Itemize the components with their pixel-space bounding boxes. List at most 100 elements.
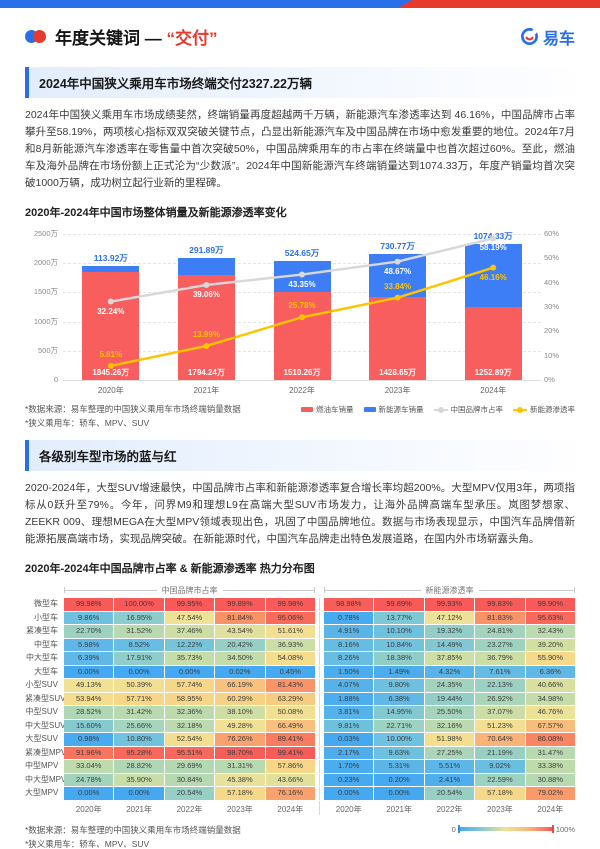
heatmap-group-divider (316, 733, 323, 746)
heatmap-note-line: *数据来源：易车整理的中国狭义乘用车市场终端销量数据 (25, 824, 241, 835)
nev-bar-segment (177, 258, 235, 276)
bracket-line (478, 587, 575, 593)
heatmap-color-scale: 0 100% (452, 825, 575, 834)
heatmap-cell: 12.22% (164, 638, 215, 651)
heatmap-footer: *数据来源：易车整理的中国狭义乘用车市场终端销量数据 *狭义乘用车：轿车、MPV… (25, 823, 575, 849)
heatmap-cell: 1.88% (324, 692, 374, 705)
chart-footer: *数据来源：易车整理的中国狭义乘用车市场终端销量数据 *狭义乘用车：轿车、MPV… (25, 402, 575, 430)
left-axis-tick: 1000万 (33, 316, 58, 326)
heatmap-cell: 0.00% (64, 665, 114, 678)
heatmap-cell: 10.80% (114, 733, 164, 746)
heatmap-cell: 1.70% (324, 760, 374, 773)
heatmap-cell: 0.00% (324, 787, 374, 800)
heatmap-cell: 25.50% (424, 706, 475, 719)
legend-item: 新能源车销量 (363, 404, 424, 415)
heatmap-cell: 99.83% (475, 598, 525, 611)
heatmap-cell: 99.89% (374, 598, 424, 611)
heatmap-cell: 58.95% (164, 692, 215, 705)
fuel-value-label: 1428.65万 (379, 368, 417, 377)
heatmap-cell: 0.03% (324, 733, 374, 746)
heatmap-cell: 37.85% (424, 652, 475, 665)
heatmap-cell: 24.35% (424, 679, 475, 692)
heatmap-cell: 0.00% (114, 665, 164, 678)
heatmap-title: 2020年-2024年中国品牌市占率 & 新能源渗透率 热力分布图 (25, 563, 315, 575)
brand-share-label: 39.06% (192, 289, 220, 299)
heatmap-group-divider (316, 611, 323, 625)
scale-min-label: 0 (451, 824, 456, 834)
heatmap-year-label: 2022年 (436, 804, 463, 814)
heatmap-cell: 10.84% (374, 638, 424, 651)
heatmap-cell: 31.47% (525, 746, 575, 759)
heatmap-cell: 55.90% (525, 652, 575, 665)
gridline (63, 380, 541, 381)
heatmap-cell: 99.90% (525, 598, 575, 611)
legend-label: 燃油车销量 (316, 405, 354, 414)
heatmap-group-divider (316, 692, 323, 706)
heatmap-header: 中国品牌市占率 新能源渗透率 (25, 584, 575, 596)
heatmap-cell: 37.46% (164, 625, 215, 638)
legend-label: 中国品牌市占率 (450, 405, 504, 414)
yiche-logo[interactable]: 易车 (520, 25, 575, 49)
chart-legend: 燃油车销量 新能源车销量 中国品牌市占率 新能源渗透率 (301, 404, 575, 415)
heatmap-row-label: 中型车 (34, 639, 58, 649)
gridline (63, 234, 541, 235)
heatmap-cell: 89.41% (265, 733, 315, 746)
section2-title-bar: 各级别车型市场的蓝与红 (25, 440, 575, 471)
heatmap-cell: 14.95% (374, 706, 424, 719)
header-dots (25, 30, 46, 43)
heatmap-cell: 47.12% (424, 611, 475, 624)
heatmap-cell: 23.27% (475, 638, 525, 651)
chart-title: 2020年-2024年中国市场整体销量及新能源渗透率变化 (25, 207, 287, 219)
heatmap-group-divider (316, 706, 323, 719)
brand-share-label: 43.35% (288, 279, 316, 289)
heatmap-group-label: 中国品牌市占率 (161, 585, 218, 595)
heatmap-group-divider (316, 625, 323, 638)
heatmap-cell: 28.82% (114, 760, 164, 773)
heatmap-cell: 99.89% (215, 598, 265, 611)
heatmap-cell: 91.96% (64, 746, 114, 759)
page-title-highlight: “交付” (166, 29, 218, 48)
fuel-value-label: 1794.24万 (187, 368, 225, 377)
heatmap-notes: *数据来源：易车整理的中国狭义乘用车市场终端销量数据 *狭义乘用车：轿车、MPV… (25, 823, 241, 849)
fuel-bar-segment (369, 296, 427, 380)
legend-line-swatch (513, 406, 527, 413)
heatmap-cell: 28.52% (64, 706, 114, 719)
heatmap-cell: 95.51% (164, 746, 215, 759)
heatmap-cell: 9.80% (374, 679, 424, 692)
legend-bar-swatch (301, 407, 313, 412)
right-axis-tick: 50% (544, 253, 560, 263)
heatmap-cell: 2.41% (424, 773, 475, 786)
heatmap-group-header: 中国品牌市占率 (64, 584, 315, 596)
heatmap-cell: 49.28% (215, 719, 265, 732)
heatmap-cell: 31.31% (215, 760, 265, 773)
fuel-value-label: 1252.89万 (474, 368, 512, 377)
heatmap-cell: 76.16% (265, 787, 315, 800)
page-title: 年度关键词 — “交付” (55, 24, 217, 49)
heatmap-cell: 99.98% (265, 598, 315, 611)
right-axis-tick: 0% (544, 375, 555, 384)
legend-label: 新能源车销量 (378, 405, 424, 414)
heatmap-cell: 36.93% (265, 638, 315, 651)
brand-share-label: 48.67% (384, 266, 412, 276)
heatmap-cell: 81.43% (265, 679, 315, 692)
heatmap-cell: 32.43% (525, 625, 575, 638)
heatmap-cell: 95.28% (114, 746, 164, 759)
heatmap-cell: 0.00% (64, 787, 114, 800)
heatmap-cell: 0.00% (164, 665, 215, 678)
heatmap-cell: 0.00% (114, 787, 164, 800)
heatmap-cell: 22.59% (475, 773, 525, 786)
heatmap-cell: 98.70% (215, 746, 265, 759)
x-axis-label: 2020年 (97, 386, 124, 395)
heatmap-group-divider (316, 679, 323, 692)
trend-lines (107, 235, 497, 369)
heatmap-cell: 70.64% (475, 733, 525, 746)
heatmap-cell: 52.54% (164, 733, 215, 746)
heatmap-cell: 14.49% (424, 638, 475, 651)
nev-penetration-label: 33.84% (384, 281, 412, 291)
heatmap-cell: 0.00% (374, 787, 424, 800)
heatmap-cell: 0.45% (265, 665, 315, 678)
heatmap-cell: 24.78% (64, 773, 114, 786)
heatmap-cell: 35.73% (164, 652, 215, 665)
heatmap-cell: 57.18% (215, 787, 265, 800)
heatmap-cell: 47.54% (164, 611, 215, 624)
